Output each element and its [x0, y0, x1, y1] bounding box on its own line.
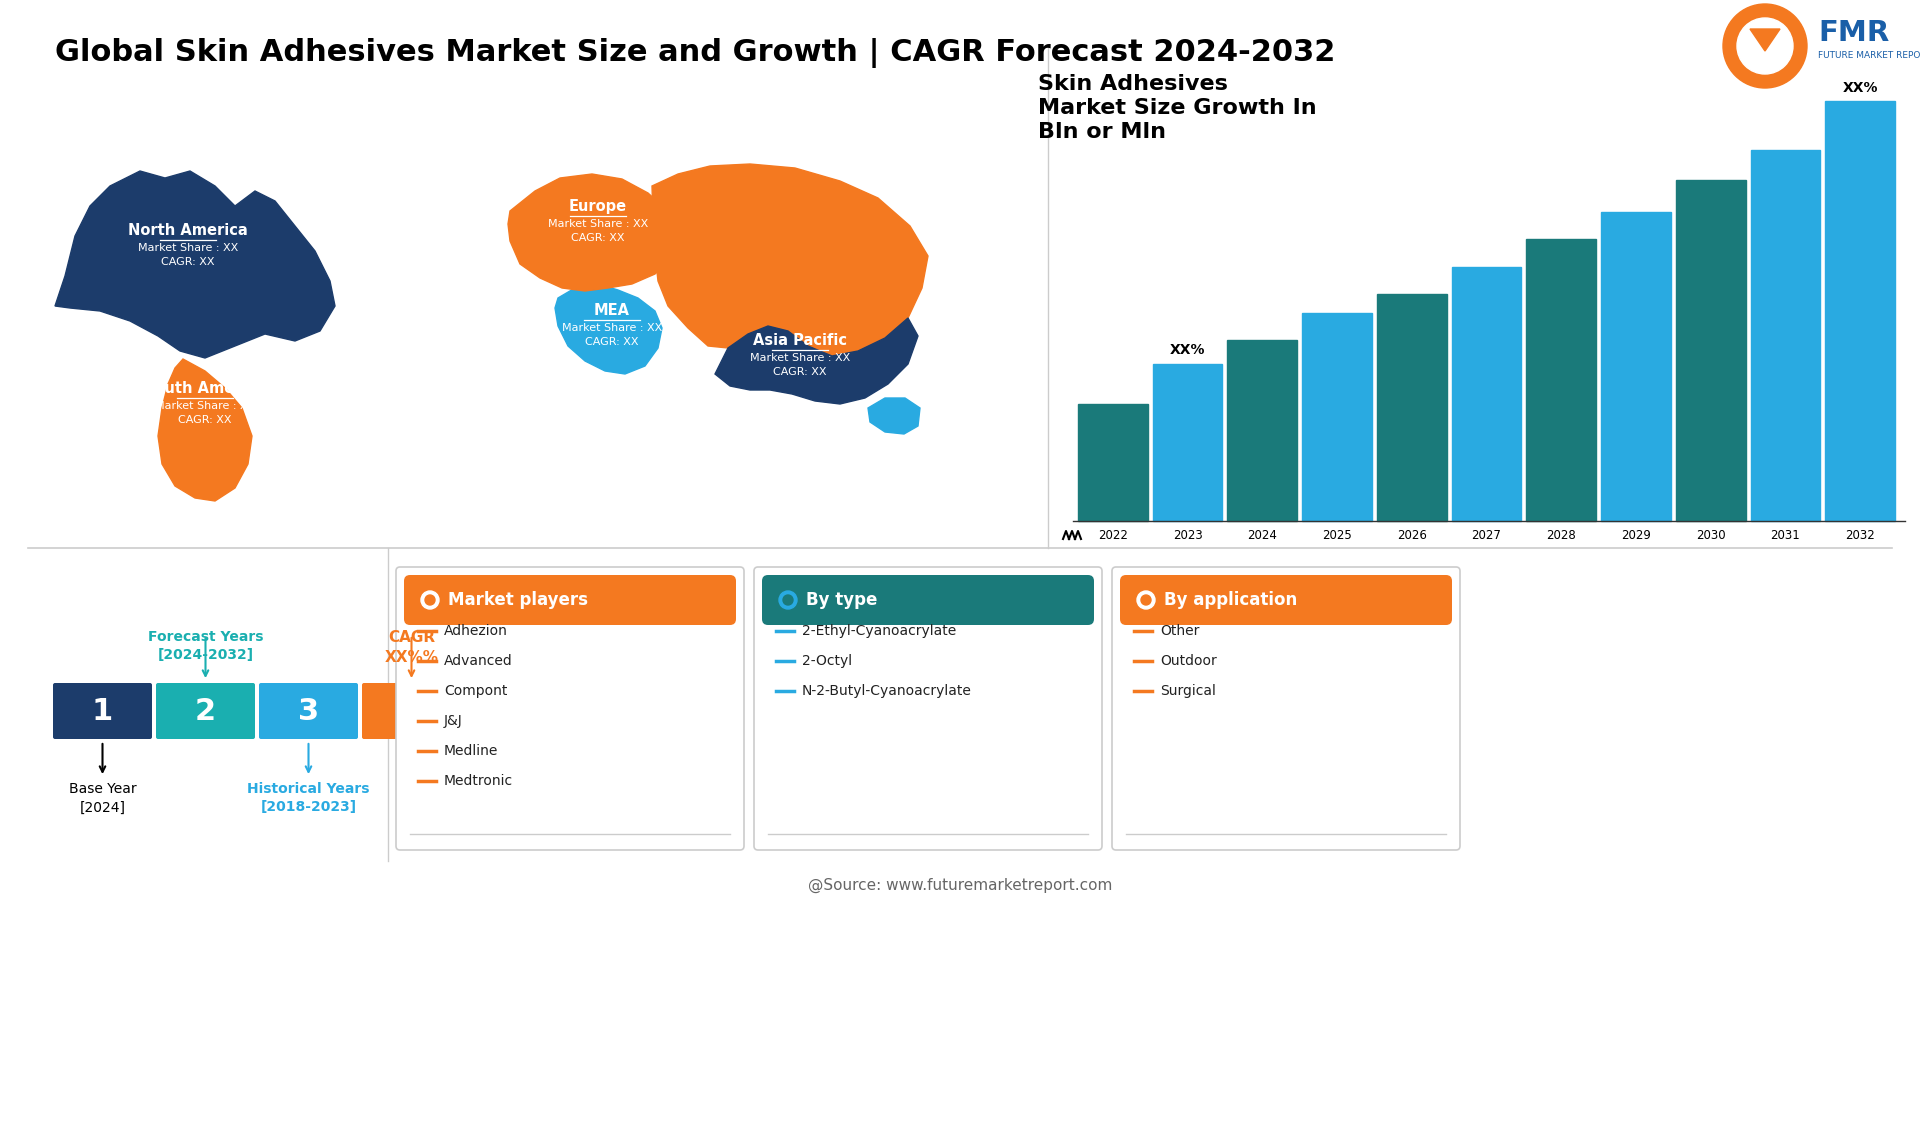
Text: @Source: www.futuremarketreport.com: @Source: www.futuremarketreport.com: [808, 878, 1112, 893]
Polygon shape: [653, 164, 927, 356]
Text: 2-Ethyl-Cyanoacrylate: 2-Ethyl-Cyanoacrylate: [803, 625, 956, 638]
Text: By type: By type: [806, 591, 877, 609]
Text: Market Size Growth In: Market Size Growth In: [1039, 99, 1317, 118]
Bar: [1601, 212, 1670, 521]
Text: 1: 1: [92, 697, 113, 725]
Bar: [1452, 267, 1521, 521]
Bar: [1826, 101, 1895, 521]
Circle shape: [1722, 3, 1807, 88]
Text: 2026: 2026: [1398, 529, 1427, 542]
Text: XX%: XX%: [1843, 81, 1878, 95]
Text: Advanced: Advanced: [444, 654, 513, 668]
Bar: [1152, 363, 1223, 521]
Circle shape: [1738, 18, 1793, 74]
Text: MEA: MEA: [593, 303, 630, 317]
Bar: [1077, 405, 1148, 521]
Text: Asia Pacific: Asia Pacific: [753, 333, 847, 348]
Text: Compont: Compont: [444, 684, 507, 698]
Text: Market Share : XX
CAGR: XX: Market Share : XX CAGR: XX: [156, 401, 255, 425]
FancyBboxPatch shape: [403, 575, 735, 625]
Text: Global Skin Adhesives Market Size and Growth | CAGR Forecast 2024-2032: Global Skin Adhesives Market Size and Gr…: [56, 38, 1336, 68]
FancyBboxPatch shape: [1119, 575, 1452, 625]
Bar: [1227, 340, 1298, 521]
Text: Europe: Europe: [568, 199, 628, 214]
Text: 2029: 2029: [1620, 529, 1651, 542]
Text: South America: South America: [144, 380, 265, 397]
Text: Forecast Years
[2024-2032]: Forecast Years [2024-2032]: [148, 630, 263, 662]
Circle shape: [780, 591, 797, 609]
Circle shape: [1140, 595, 1150, 605]
Text: 2031: 2031: [1770, 529, 1801, 542]
Text: Skin Adhesives: Skin Adhesives: [1039, 74, 1229, 94]
Text: Market Share : XX
CAGR: XX: Market Share : XX CAGR: XX: [563, 323, 662, 347]
Text: Market Share : XX
CAGR: XX: Market Share : XX CAGR: XX: [138, 243, 238, 267]
Text: Bln or Mln: Bln or Mln: [1039, 121, 1165, 142]
Bar: [1302, 313, 1373, 521]
Text: 2030: 2030: [1695, 529, 1726, 542]
Text: 2024: 2024: [1248, 529, 1277, 542]
Circle shape: [424, 595, 436, 605]
Text: 2: 2: [196, 697, 217, 725]
Bar: [1377, 293, 1446, 521]
Polygon shape: [56, 171, 334, 358]
Circle shape: [1137, 591, 1156, 609]
Text: CAGR
XX%%: CAGR XX%%: [384, 630, 438, 665]
FancyBboxPatch shape: [1112, 567, 1459, 850]
Polygon shape: [1749, 29, 1780, 52]
FancyBboxPatch shape: [54, 683, 152, 739]
Polygon shape: [714, 317, 918, 405]
Text: N-2-Butyl-Cyanoacrylate: N-2-Butyl-Cyanoacrylate: [803, 684, 972, 698]
Circle shape: [420, 591, 440, 609]
Bar: [1526, 238, 1596, 521]
Text: 2-Octyl: 2-Octyl: [803, 654, 852, 668]
Text: 2032: 2032: [1845, 529, 1876, 542]
Text: Outdoor: Outdoor: [1160, 654, 1217, 668]
Text: 2023: 2023: [1173, 529, 1202, 542]
Text: Market Share : XX
CAGR: XX: Market Share : XX CAGR: XX: [751, 353, 851, 377]
FancyBboxPatch shape: [396, 567, 745, 850]
Text: Market players: Market players: [447, 591, 588, 609]
Text: XX%: XX%: [1169, 344, 1206, 358]
Text: Surgical: Surgical: [1160, 684, 1215, 698]
Text: 4: 4: [401, 697, 422, 725]
Polygon shape: [157, 359, 252, 501]
Polygon shape: [555, 284, 662, 374]
Text: Historical Years
[2018-2023]: Historical Years [2018-2023]: [248, 782, 371, 815]
Text: J&J: J&J: [444, 714, 463, 728]
Text: Medtronic: Medtronic: [444, 774, 513, 788]
Circle shape: [783, 595, 793, 605]
FancyBboxPatch shape: [259, 683, 357, 739]
Text: FMR: FMR: [1818, 19, 1889, 47]
Text: Other: Other: [1160, 625, 1200, 638]
Text: 2025: 2025: [1323, 529, 1352, 542]
Text: 2028: 2028: [1546, 529, 1576, 542]
Text: 2027: 2027: [1471, 529, 1501, 542]
Text: Base Year
[2024]: Base Year [2024]: [69, 782, 136, 815]
Bar: [1751, 150, 1820, 521]
Text: Market Share : XX
CAGR: XX: Market Share : XX CAGR: XX: [547, 219, 649, 243]
Text: Adhezion: Adhezion: [444, 625, 509, 638]
Text: North America: North America: [129, 223, 248, 238]
Text: FUTURE MARKET REPORT: FUTURE MARKET REPORT: [1818, 50, 1920, 60]
FancyBboxPatch shape: [755, 567, 1102, 850]
FancyBboxPatch shape: [762, 575, 1094, 625]
Polygon shape: [509, 174, 678, 291]
Text: 2022: 2022: [1098, 529, 1127, 542]
Text: By application: By application: [1164, 591, 1298, 609]
Text: Medline: Medline: [444, 744, 499, 758]
Bar: [1676, 180, 1745, 521]
Polygon shape: [868, 398, 920, 434]
FancyBboxPatch shape: [363, 683, 461, 739]
Text: 3: 3: [298, 697, 319, 725]
FancyBboxPatch shape: [156, 683, 255, 739]
